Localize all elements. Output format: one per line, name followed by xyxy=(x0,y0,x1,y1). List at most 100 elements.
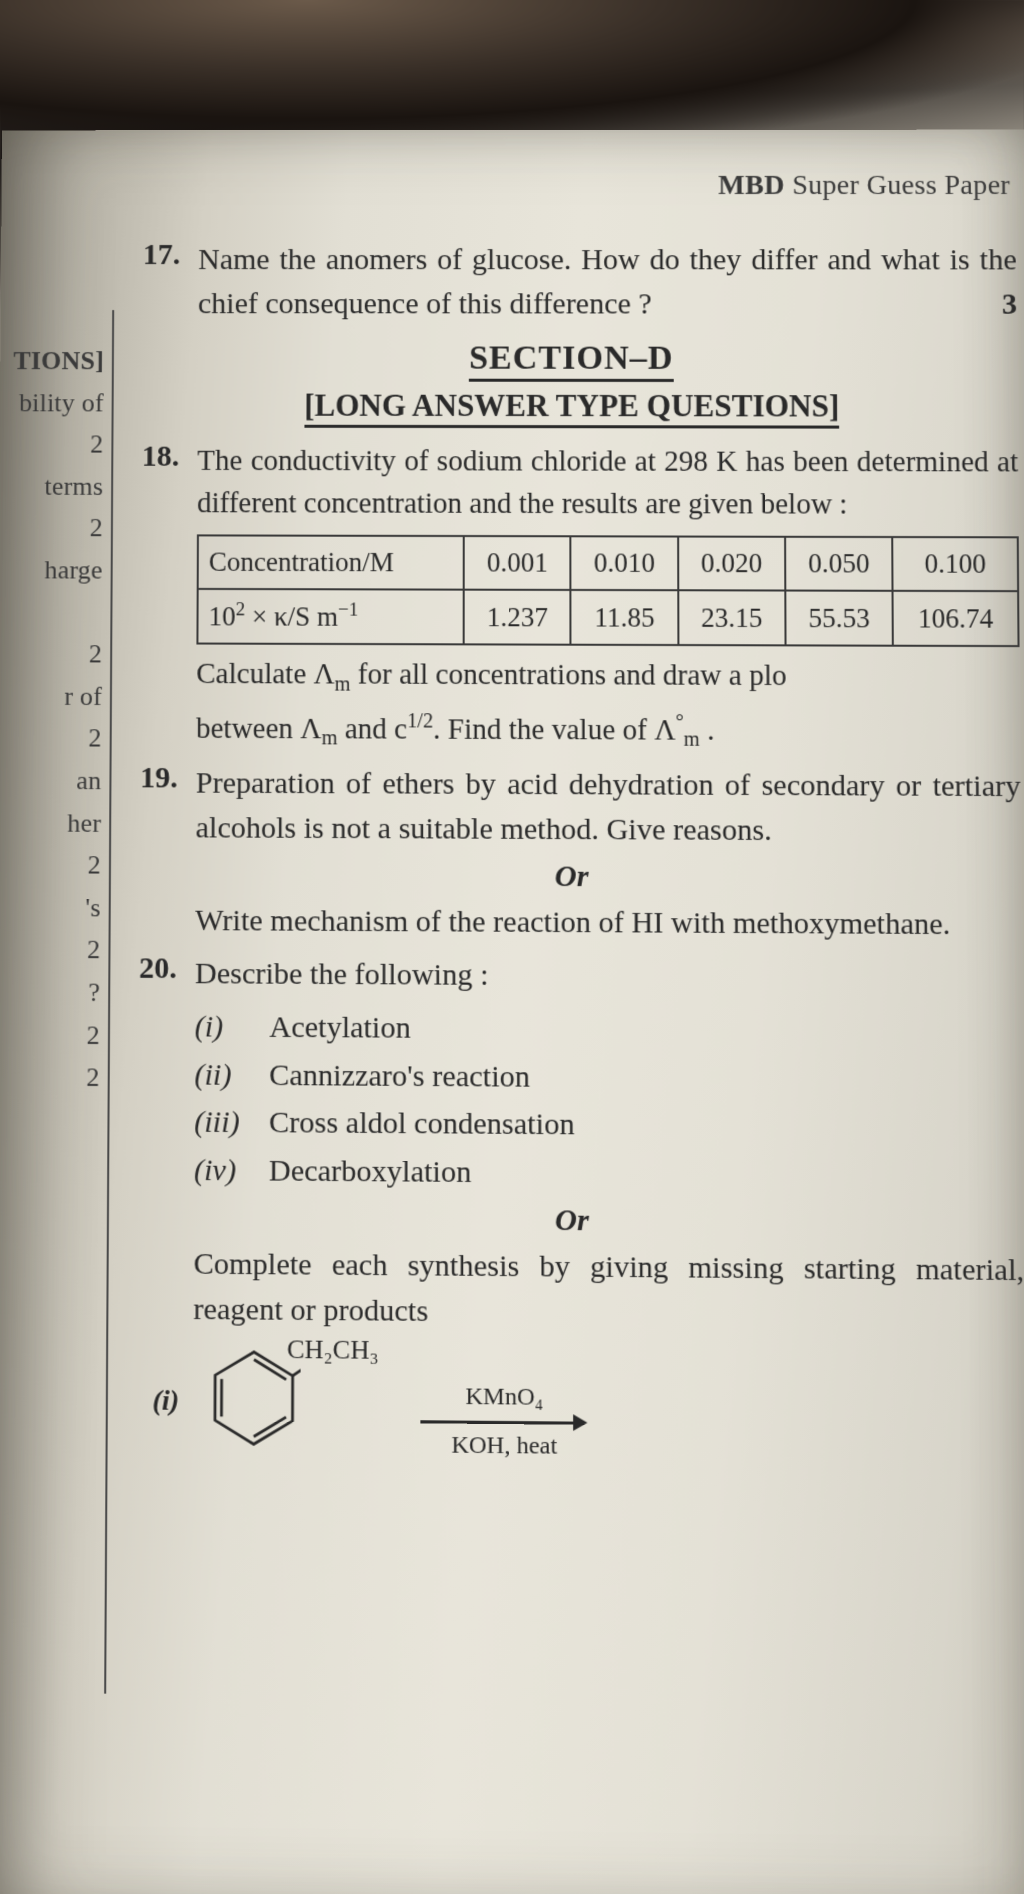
q18-body: The conductivity of sodium chloride at 2… xyxy=(196,440,1020,757)
q20-sublist: (i)Acetylation(ii)Cannizzaro's reaction(… xyxy=(194,1004,1024,1201)
cell: 0.010 xyxy=(571,536,678,590)
q17-body: Name the anomers of glucose. How do they… xyxy=(198,238,1017,326)
reaction-arrow: KMnO₄ KOH, heat xyxy=(421,1383,588,1461)
margin-fragment: 2 xyxy=(0,507,109,549)
cell: 0.050 xyxy=(785,537,893,591)
item-text: Cross aldol condensation xyxy=(269,1100,575,1150)
cell: 1.237 xyxy=(464,590,571,645)
cell: 0.020 xyxy=(678,537,785,591)
cell: 106.74 xyxy=(893,591,1019,646)
q17-marks: 3 xyxy=(1002,282,1017,326)
question-18: 18. The conductivity of sodium chloride … xyxy=(126,440,1021,757)
txt: for all concentrations and draw a plo xyxy=(350,659,786,693)
q18-tail-line1: Calculate Λm for all concentrations and … xyxy=(196,653,1020,703)
txt: and c xyxy=(337,712,407,745)
arrow-shaft xyxy=(421,1420,574,1424)
row1-label: Concentration/M xyxy=(198,535,464,589)
publisher-rest: Super Guess Paper xyxy=(785,170,1011,201)
sub: m xyxy=(335,674,351,696)
question-20: 20. Describe the following : xyxy=(124,951,1022,1001)
margin-fragment: 2 xyxy=(0,844,107,887)
section-d-title: SECTION–D xyxy=(128,339,1018,378)
reagent-bottom: KOH, heat xyxy=(451,1432,557,1461)
margin-fragment: r of xyxy=(0,675,108,718)
paper-page: TIONS]bility of2terms2harge 2r of2anher2… xyxy=(0,130,1024,1894)
txt: Calculate Λ xyxy=(196,658,334,691)
margin-fragment: bility of xyxy=(0,382,110,424)
item-label: (i) xyxy=(195,1004,256,1052)
publisher-bold: MBD xyxy=(718,170,785,201)
q20-scheme: (i) CH₂CH₃ KMnO₄ KOH, heat xyxy=(152,1346,1024,1466)
list-item: (iv) Decarboxylation xyxy=(194,1147,1024,1201)
margin-fragment: 's xyxy=(0,886,107,929)
item-label: (iv) xyxy=(194,1147,255,1195)
item-label: (iii) xyxy=(194,1099,255,1147)
cell: 55.53 xyxy=(785,591,893,646)
margin-fragment: her xyxy=(0,801,107,844)
running-header: MBD Super Guess Paper xyxy=(129,170,1011,202)
main-content: MBD Super Guess Paper 17. Name the anome… xyxy=(119,170,1024,1894)
margin-fragment: 2 xyxy=(0,423,110,465)
deg: ° xyxy=(676,711,684,733)
q17-number: 17. xyxy=(128,238,180,272)
txt: between Λ xyxy=(196,712,322,745)
margin-fragment: 2 xyxy=(0,633,108,675)
q19-alt: Write mechanism of the reaction of HI wi… xyxy=(125,899,1022,948)
margin-fragment: 2 xyxy=(0,717,108,760)
sub: m xyxy=(684,728,700,750)
cell: 23.15 xyxy=(678,590,786,645)
q20-number: 20. xyxy=(124,951,177,986)
margin-fragment: an xyxy=(0,759,108,802)
benzene-with-substituent: CH₂CH₃ xyxy=(207,1346,301,1459)
reagent-top: KMnO₄ xyxy=(465,1384,543,1413)
q17-text: Name the anomers of glucose. How do they… xyxy=(198,243,1017,320)
photo-background-top xyxy=(0,0,1024,140)
margin-fragment: TIONS] xyxy=(0,340,110,382)
margin-fragment: 2 xyxy=(0,1013,106,1056)
sub: m xyxy=(321,727,337,749)
cell: 11.85 xyxy=(571,590,678,645)
margin-fragment: 2 xyxy=(0,928,107,971)
q19-alt-text: Write mechanism of the reaction of HI wi… xyxy=(195,899,1022,948)
txt: . xyxy=(700,713,715,746)
q20-or: Or xyxy=(123,1201,1024,1243)
left-margin-fragments: TIONS]bility of2terms2harge 2r of2anher2… xyxy=(0,130,111,1894)
q18-intro: The conductivity of sodium chloride at 2… xyxy=(197,445,1018,521)
q19-number: 19. xyxy=(125,761,177,796)
question-19: 19. Preparation of ethers by acid dehydr… xyxy=(125,761,1021,854)
table-row: 102 × κ/S m−1 1.237 11.85 23.15 55.53 10… xyxy=(197,589,1018,646)
q18-number: 18. xyxy=(127,440,179,474)
margin-fragment: ? xyxy=(0,971,106,1014)
section-d-text: SECTION–D xyxy=(469,339,674,381)
q18-tail-line2: between Λm and c1/2. Find the value of Λ… xyxy=(196,706,1020,757)
sup: 1/2 xyxy=(407,710,433,732)
q20-lead: Describe the following : xyxy=(195,952,1022,1001)
q20-alt-text: Complete each synthesis by giving missin… xyxy=(193,1242,1024,1338)
cell: 0.001 xyxy=(464,536,571,590)
txt: . Find the value of Λ xyxy=(433,713,675,746)
margin-fragment: harge xyxy=(0,549,109,591)
item-text: Decarboxylation xyxy=(269,1148,472,1197)
item-label: (ii) xyxy=(194,1052,255,1100)
q19-body: Preparation of ethers by acid dehydratio… xyxy=(195,762,1021,854)
question-17: 17. Name the anomers of glucose. How do … xyxy=(128,238,1017,326)
cell: 0.100 xyxy=(893,537,1019,591)
q18-table: Concentration/M 0.001 0.010 0.020 0.050 … xyxy=(196,534,1019,647)
margin-fragment: terms xyxy=(0,465,109,507)
list-item: (i) Acetylation xyxy=(195,1004,1023,1057)
q20-alt: Complete each synthesis by giving missin… xyxy=(122,1242,1024,1339)
q19-or: Or xyxy=(125,858,1022,897)
long-answer-heading: [LONG ANSWER TYPE QUESTIONS] xyxy=(127,387,1017,425)
item-text: Acetylation xyxy=(269,1005,411,1053)
item-text: Cannizzaro's reaction xyxy=(269,1052,530,1101)
scheme-index: (i) xyxy=(152,1385,179,1418)
q19-text: Preparation of ethers by acid dehydratio… xyxy=(196,767,1021,847)
substituent-label: CH₂CH₃ xyxy=(287,1335,379,1367)
margin-fragment xyxy=(0,591,109,633)
arrow-head-icon xyxy=(574,1415,588,1432)
row2-label: 102 × κ/S m−1 xyxy=(197,589,463,645)
list-item: (iii) Cross aldol condensation xyxy=(194,1099,1023,1152)
long-answer-text: [LONG ANSWER TYPE QUESTIONS] xyxy=(304,388,839,429)
list-item: (ii) Cannizzaro's reaction xyxy=(194,1052,1023,1105)
margin-fragment: 2 xyxy=(0,1056,106,1099)
